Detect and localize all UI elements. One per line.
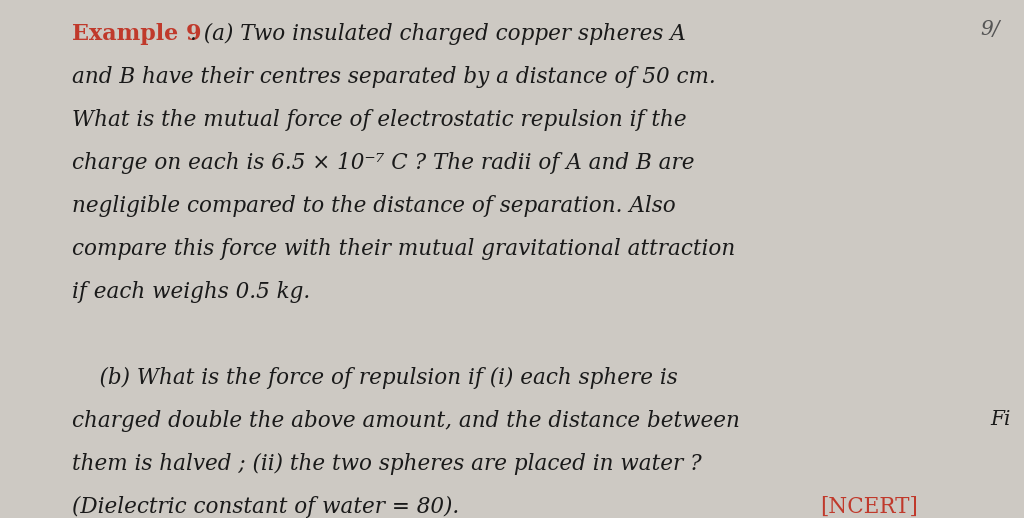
Text: compare this force with their mutual gravitational attraction: compare this force with their mutual gra… xyxy=(72,238,735,260)
Text: [NCERT]: [NCERT] xyxy=(820,496,918,518)
Text: and B have their centres separated by a distance of 50 cm.: and B have their centres separated by a … xyxy=(72,66,716,88)
Text: 9/: 9/ xyxy=(980,20,999,39)
Text: Fi: Fi xyxy=(990,410,1011,429)
Text: negligible compared to the distance of separation. Also: negligible compared to the distance of s… xyxy=(72,195,676,217)
Text: (Dielectric constant of water = 80).: (Dielectric constant of water = 80). xyxy=(72,496,459,518)
Text: Example 9: Example 9 xyxy=(72,23,202,45)
Text: if each weighs 0.5 kg.: if each weighs 0.5 kg. xyxy=(72,281,310,303)
Text: What is the mutual force of electrostatic repulsion if the: What is the mutual force of electrostati… xyxy=(72,109,687,131)
Text: (b) What is the force of repulsion if (i) each sphere is: (b) What is the force of repulsion if (i… xyxy=(72,367,678,389)
Text: charged double the above amount, and the distance between: charged double the above amount, and the… xyxy=(72,410,740,432)
Text: charge on each is 6.5 × 10⁻⁷ C ? The radii of A and B are: charge on each is 6.5 × 10⁻⁷ C ? The rad… xyxy=(72,152,694,174)
Text: them is halved ; (ii) the two spheres are placed in water ?: them is halved ; (ii) the two spheres ar… xyxy=(72,453,701,475)
Text: . (a) Two insulated charged copper spheres A: . (a) Two insulated charged copper spher… xyxy=(190,23,686,45)
